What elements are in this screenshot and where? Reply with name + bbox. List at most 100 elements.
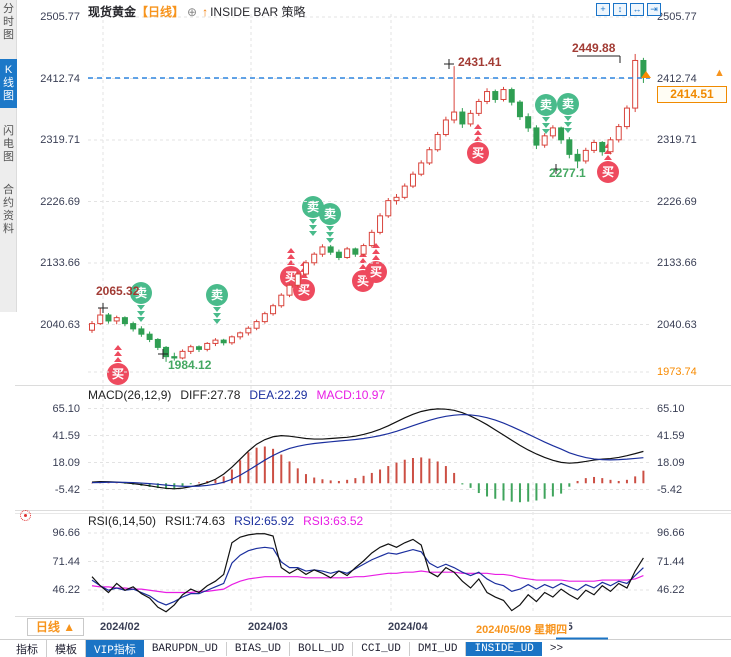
- macd-diff-value: DIFF:27.78: [180, 388, 241, 402]
- sell-signal-badge: 卖: [319, 203, 341, 225]
- sidebar-item-flash-chart[interactable]: 闪电图: [3, 125, 14, 163]
- buy-signal-triangle-icon: [300, 261, 308, 266]
- bottom-tab[interactable]: 模板: [47, 640, 86, 657]
- sell-signal-triangle-icon: [213, 313, 221, 318]
- sell-signal-badge: 卖: [130, 282, 152, 304]
- price-axis-label-right: 2505.77: [657, 11, 697, 23]
- sell-signal-triangle-icon: [564, 122, 572, 127]
- price-annotation: 2065.32: [96, 284, 140, 298]
- macd-axis-label-right: 18.09: [657, 456, 685, 469]
- macd-header-row: MACD(26,12,9) DIFF:27.78 DEA:22.29 MACD:10.…: [88, 388, 394, 402]
- macd-axis-label-right: -5.42: [657, 483, 683, 496]
- x-axis-scale-icon[interactable]: ↔: [630, 3, 644, 16]
- macd-axis-label-left: -5.42: [54, 483, 80, 496]
- macd-axis-label-left: 65.10: [52, 402, 80, 415]
- price-axis-label-left: 2319.71: [40, 134, 80, 146]
- buy-signal-triangle-icon: [300, 273, 308, 278]
- buy-signal-triangle-icon: [114, 351, 122, 356]
- rsi-title[interactable]: RSI(6,14,50): [88, 514, 157, 528]
- buy-signal-badge: 买: [107, 363, 129, 385]
- sidebar-item-contract-info[interactable]: 合约资料: [3, 184, 14, 235]
- price-axis-label-right: 2319.71: [657, 134, 697, 146]
- indicator-locate-icon[interactable]: [20, 510, 31, 521]
- sell-signal-triangle-icon: [564, 128, 572, 133]
- bottom-tab[interactable]: BOLL_UD: [290, 642, 354, 656]
- macd-axis-label-left: 18.09: [52, 456, 80, 469]
- price-annotation: 2277.1: [549, 166, 586, 180]
- buy-signal-triangle-icon: [372, 243, 380, 248]
- rsi3-value: RSI3:63.52: [303, 514, 364, 528]
- price-axis-label-right: 2412.74: [657, 72, 697, 85]
- bottom-tab[interactable]: INSIDE_UD: [466, 642, 542, 656]
- rsi-header-row: RSI(6,14,50) RSI1:74.63 RSI2:65.92 RSI3:63.…: [88, 514, 372, 528]
- sell-signal-triangle-icon: [326, 226, 334, 231]
- price-axis-label-left: 2412.74: [40, 72, 80, 85]
- buy-signal-badge: 买: [293, 279, 315, 301]
- macd-title[interactable]: MACD(26,12,9): [88, 388, 172, 402]
- buy-signal-badge: 买: [597, 161, 619, 183]
- rsi-axis-label-left: 71.44: [52, 555, 80, 568]
- sell-signal-triangle-icon: [542, 123, 550, 128]
- indicator-tab-bar: 指标 模板 VIP指标 BARUPDN_UD BIAS_UD BOLL_UD CCI_UD D…: [0, 640, 731, 657]
- price-axis-label-right: 2040.63: [657, 318, 697, 331]
- y-axis-scale-icon[interactable]: ↕: [613, 3, 627, 16]
- period-label: 日线: [35, 620, 60, 634]
- buy-signal-badge: 买: [365, 261, 387, 283]
- rsi-axis-label-right: 96.66: [657, 527, 685, 539]
- buy-signal-triangle-icon: [372, 255, 380, 260]
- sell-signal-triangle-icon: [309, 225, 317, 230]
- crosshair-tool-icon[interactable]: +: [596, 3, 610, 16]
- price-annotation: 2431.41: [458, 55, 502, 69]
- price-axis-label-left: 2040.63: [40, 318, 80, 331]
- macd-axis-label-right: 65.10: [657, 402, 685, 415]
- bottom-tab[interactable]: BARUPDN_UD: [144, 642, 227, 656]
- period-tag[interactable]: 【日线】: [136, 5, 185, 19]
- price-direction-up-icon: ▲: [714, 67, 725, 79]
- bottom-tab[interactable]: CCI_UD: [353, 642, 410, 656]
- bottom-tab[interactable]: 指标: [8, 640, 47, 657]
- period-arrow-icon: ▲: [63, 620, 76, 634]
- bottom-tab[interactable]: DMI_UD: [410, 642, 467, 656]
- price-annotation: 1984.12: [168, 358, 212, 372]
- buy-signal-triangle-icon: [287, 254, 295, 259]
- buy-signal-triangle-icon: [114, 357, 122, 362]
- sell-signal-triangle-icon: [137, 305, 145, 310]
- rsi-axis-label-left: 46.22: [52, 584, 80, 596]
- sell-signal-triangle-icon: [542, 129, 550, 134]
- sell-signal-triangle-icon: [213, 319, 221, 324]
- buy-signal-triangle-icon: [474, 136, 482, 141]
- x-axis-label: 2024/03: [248, 621, 288, 633]
- sell-signal-triangle-icon: [137, 317, 145, 322]
- bottom-tab[interactable]: BIAS_UD: [227, 642, 291, 656]
- price-axis-label-left: 2226.69: [40, 195, 80, 208]
- rsi1-value: RSI1:74.63: [165, 514, 226, 528]
- rsi-axis-label-left: 96.66: [52, 527, 80, 539]
- buy-signal-triangle-icon: [372, 249, 380, 254]
- price-annotation: 2449.88: [572, 41, 616, 55]
- buy-signal-triangle-icon: [359, 264, 367, 269]
- price-axis-label-left: 2505.77: [40, 11, 80, 23]
- period-selector[interactable]: 日线 ▲: [27, 618, 84, 636]
- buy-signal-triangle-icon: [287, 260, 295, 265]
- bottom-tab[interactable]: VIP指标: [86, 640, 144, 657]
- sell-signal-triangle-icon: [213, 307, 221, 312]
- sidebar-item-time-chart[interactable]: 分时图: [3, 3, 14, 41]
- tabs-more-button[interactable]: >>: [549, 643, 564, 655]
- buy-signal-triangle-icon: [604, 143, 612, 148]
- rsi-axis-label-right: 46.22: [657, 584, 685, 596]
- buy-signal-badge: 买: [467, 142, 489, 164]
- strategy-name: INSIDE BAR 策略: [210, 5, 306, 19]
- x-axis-label: 2024/04: [388, 621, 428, 633]
- buy-signal-triangle-icon: [604, 155, 612, 160]
- symbol-name: 现货黄金: [88, 5, 137, 19]
- session-low-label: 1973.74: [657, 366, 697, 378]
- sell-signal-badge: 卖: [557, 93, 579, 115]
- macd-dea-value: DEA:22.29: [249, 388, 308, 402]
- price-axis-label-right: 2133.66: [657, 257, 697, 269]
- price-axis-label-right: 2226.69: [657, 195, 697, 208]
- sell-signal-triangle-icon: [309, 231, 317, 236]
- pan-tool-icon[interactable]: ⇥: [647, 3, 661, 16]
- circle-plus-icon[interactable]: ⊕: [187, 5, 198, 19]
